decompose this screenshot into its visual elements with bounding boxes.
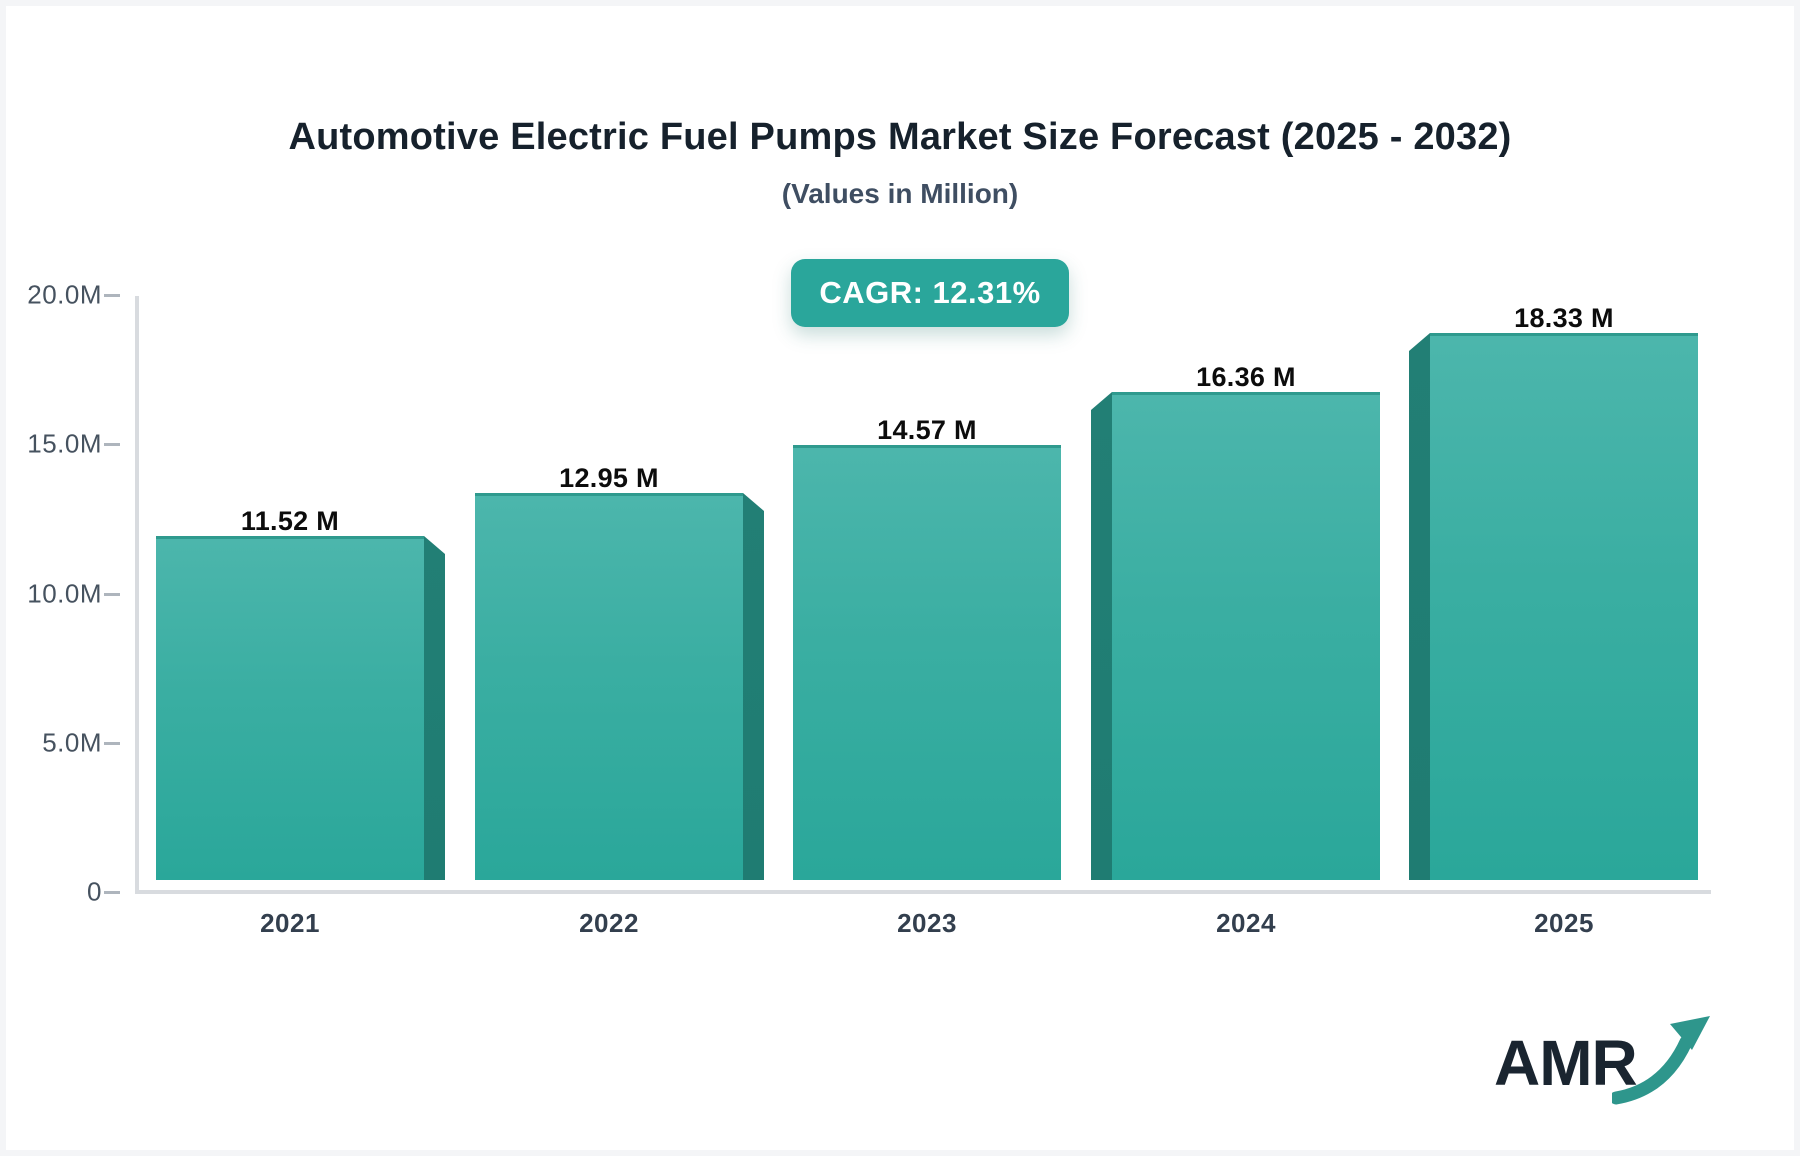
y-tick-mark bbox=[104, 294, 120, 297]
y-tick-label: 10.0M bbox=[27, 578, 102, 608]
x-axis-label-2021: 2021 bbox=[260, 908, 320, 938]
bar-2023 bbox=[793, 445, 1061, 880]
bar-face bbox=[1112, 392, 1380, 880]
bar-value-label: 18.33 M bbox=[1514, 303, 1614, 333]
bar-side-face bbox=[424, 536, 445, 880]
cagr-badge: CAGR: 12.31% bbox=[791, 259, 1069, 327]
y-axis-line bbox=[135, 296, 139, 892]
bar-side-face bbox=[743, 493, 764, 880]
x-axis-baseline bbox=[135, 890, 1711, 894]
amr-logo: AMR bbox=[1494, 1010, 1734, 1110]
x-axis-label-2025: 2025 bbox=[1534, 908, 1594, 938]
chart-card: Automotive Electric Fuel Pumps Market Si… bbox=[6, 6, 1794, 1150]
chart-subtitle: (Values in Million) bbox=[781, 178, 1019, 209]
bar-face bbox=[1430, 333, 1698, 880]
y-tick-mark bbox=[104, 891, 120, 894]
y-tick-label: 15.0M bbox=[27, 428, 102, 459]
bar-value-label: 11.52 M bbox=[240, 506, 340, 536]
y-tick-mark bbox=[104, 741, 120, 745]
x-axis-label-2023: 2023 bbox=[897, 908, 957, 938]
y-tick-label: 5.0M bbox=[42, 727, 102, 758]
x-axis-label-2022: 2022 bbox=[579, 908, 639, 938]
bar-side-face bbox=[1409, 333, 1430, 880]
chart-title: Automotive Electric Fuel Pumps Market Si… bbox=[288, 116, 1512, 158]
y-tick-mark bbox=[104, 592, 120, 596]
bar-face bbox=[475, 493, 743, 880]
y-tick-mark bbox=[104, 443, 120, 447]
bar-side-face bbox=[1091, 392, 1112, 880]
growth-arrow-icon bbox=[1612, 1016, 1710, 1105]
bar-value-label: 14.57 M bbox=[877, 415, 977, 445]
bar-2025 bbox=[1409, 333, 1698, 880]
amr-logo-text: AMR bbox=[1494, 1027, 1638, 1099]
bar-value-label: 16.36 M bbox=[1196, 362, 1296, 392]
y-tick-label: 20.0M bbox=[27, 279, 102, 310]
bar-2024 bbox=[1091, 392, 1380, 880]
cagr-badge-label: CAGR: 12.31% bbox=[819, 275, 1041, 310]
bar-value-label: 12.95 M bbox=[559, 463, 659, 493]
bar-face bbox=[793, 445, 1061, 880]
bar-2021 bbox=[156, 536, 445, 880]
bar-2022 bbox=[475, 493, 764, 880]
bar-face bbox=[156, 536, 424, 880]
y-tick-label: 0 bbox=[87, 876, 102, 907]
x-axis-label-2024: 2024 bbox=[1216, 908, 1276, 938]
